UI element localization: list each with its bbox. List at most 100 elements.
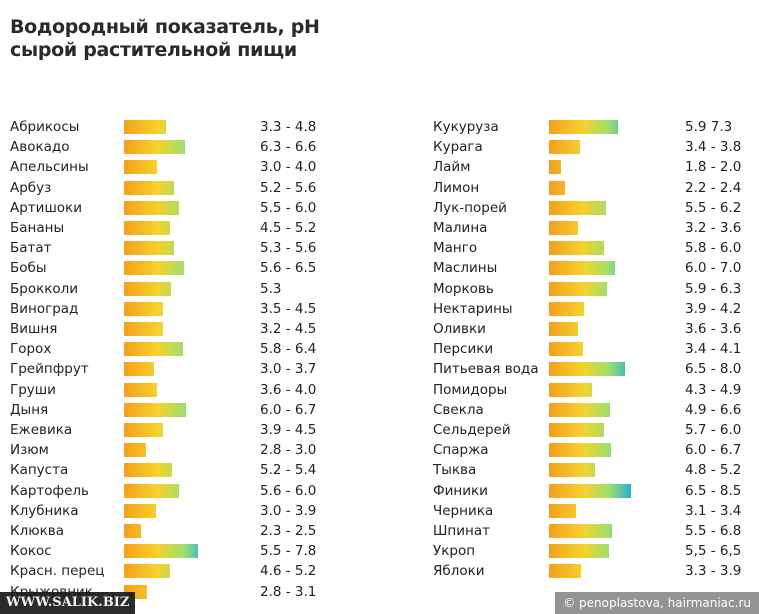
ph-bar (124, 200, 179, 215)
item-label: Тыква (433, 462, 477, 479)
chart-row: Дыня 6.0 - 6.7 (10, 400, 340, 420)
chart-row: Черника 3.1 - 3.4 (433, 501, 759, 521)
chart-row: Персики 3.4 - 4.1 (433, 339, 759, 359)
ph-bar (124, 402, 187, 417)
item-label: Нектарины (433, 300, 513, 317)
chart-row: Оливки 3.6 - 3.6 (433, 319, 759, 339)
ph-value-label: 5.5 - 6.2 (685, 199, 742, 216)
ph-value-label: 3.2 - 4.5 (260, 321, 317, 337)
ph-value-label: 3.2 - 3.6 (685, 220, 742, 236)
item-label: Красн. перец (10, 563, 105, 580)
chart-row: Брокколи 5.3 (10, 279, 340, 299)
item-label: Арбуз (10, 179, 52, 196)
ph-bar (549, 322, 578, 336)
ph-bar (549, 261, 615, 276)
item-label: Финики (433, 482, 488, 499)
ph-bar (549, 200, 606, 215)
item-label: Спаржа (433, 442, 489, 459)
ph-bar (549, 362, 626, 377)
item-label: Клубника (10, 502, 79, 519)
ph-bar (549, 483, 631, 498)
ph-bar (124, 423, 163, 437)
ph-value-label: 2.2 - 2.4 (685, 179, 742, 196)
item-label: Лимон (433, 179, 480, 196)
ph-value-label: 5.3 - 5.6 (260, 240, 317, 257)
item-label: Ежевика (10, 422, 73, 438)
chart-row: Артишоки 5.5 - 6.0 (10, 198, 340, 218)
item-label: Кукуруза (433, 119, 499, 135)
chart-row: Малина 3.2 - 3.6 (433, 218, 759, 238)
ph-value-label: 6.0 - 6.7 (260, 401, 317, 418)
item-label: Артишоки (10, 199, 82, 216)
item-label: Грейпфрут (10, 361, 89, 378)
ph-bar (124, 443, 147, 458)
chart-row: Красн. перец 4.6 - 5.2 (10, 561, 340, 581)
item-label: Лайм (433, 159, 471, 176)
item-label: Бананы (10, 220, 65, 236)
ph-bar (549, 180, 565, 195)
chart-row: Спаржа 6.0 - 6.7 (433, 440, 759, 460)
item-label: Клюква (10, 523, 64, 539)
item-label: Виноград (10, 300, 79, 317)
item-label: Питьевая вода (433, 361, 539, 378)
ph-value-label: 5.8 - 6.0 (685, 240, 742, 257)
chart-row: Лук-порей 5.5 - 6.2 (433, 198, 759, 218)
ph-value-label: 3.3 - 4.8 (260, 119, 317, 135)
ph-bar (124, 524, 141, 538)
chart-row: Абрикосы 3.3 - 4.8 (10, 117, 340, 137)
ph-bar (124, 463, 173, 478)
ph-value-label: 3.0 - 4.0 (260, 159, 317, 176)
ph-value-label: 6.5 - 8.0 (685, 361, 742, 378)
chart-row: Виноград 3.5 - 4.5 (10, 299, 340, 319)
chart-row: Грейпфрут 3.0 - 3.7 (10, 359, 340, 379)
ph-bar (124, 564, 171, 579)
item-label: Яблоки (433, 563, 485, 580)
item-label: Персики (433, 341, 494, 358)
item-label: Брокколи (10, 280, 79, 297)
chart-row: Батат 5.3 - 5.6 (10, 238, 340, 258)
ph-bar (124, 483, 179, 498)
ph-bar (549, 503, 576, 518)
item-label: Кокос (10, 543, 52, 560)
chart-row: Финики 6.5 - 8.5 (433, 481, 759, 501)
ph-value-label: 5.9 - 6.3 (685, 280, 742, 297)
chart-row: Укроп 5,5 - 6,5 (433, 541, 759, 561)
ph-value-label: 5.9 7.3 (685, 119, 733, 135)
item-label: Шпинат (433, 523, 490, 539)
chart-row: Капуста 5.2 - 5.4 (10, 460, 340, 480)
chart-row: Вишня 3.2 - 4.5 (10, 319, 340, 339)
chart-row: Маслины 6.0 - 7.0 (433, 258, 759, 278)
ph-value-label: 5,5 - 6,5 (685, 543, 742, 560)
chart-row: Груши 3.6 - 4.0 (10, 380, 340, 400)
watermark-left: WWW.SALIK.BIZ (0, 592, 136, 614)
ph-bar (124, 281, 172, 296)
chart-row: Манго 5.8 - 6.0 (433, 238, 759, 258)
chart-row: Арбуз 5.2 - 5.6 (10, 178, 340, 198)
ph-value-label: 5.7 - 6.0 (685, 422, 742, 438)
ph-bar (549, 281, 608, 296)
ph-bar (549, 402, 611, 417)
ph-value-label: 3.9 - 4.5 (260, 422, 317, 438)
ph-bar (124, 503, 157, 518)
item-label: Малина (433, 220, 488, 236)
item-label: Вишня (10, 321, 58, 337)
chart-title-line-2: сырой растительной пищи (10, 39, 297, 61)
ph-value-label: 4.5 - 5.2 (260, 220, 317, 236)
item-label: Маслины (433, 260, 498, 277)
item-label: Сельдерей (433, 422, 511, 438)
chart-row: Клюква 2.3 - 2.5 (10, 521, 340, 541)
ph-bar (124, 544, 199, 559)
chart-row: Лайм 1.8 - 2.0 (433, 157, 759, 177)
item-label: Курага (433, 139, 483, 156)
item-label: Авокадо (10, 139, 70, 156)
ph-value-label: 2.8 - 3.1 (260, 583, 317, 600)
ph-bar (124, 180, 175, 195)
ph-value-label: 5.2 - 5.6 (260, 179, 317, 196)
ph-bar (549, 544, 610, 559)
chart-row: Тыква 4.8 - 5.2 (433, 460, 759, 480)
ph-value-label: 3.0 - 3.7 (260, 361, 317, 378)
ph-value-label: 6.0 - 6.7 (685, 442, 742, 459)
ph-bar (549, 301, 585, 316)
item-label: Манго (433, 240, 478, 257)
ph-bar (124, 221, 171, 235)
